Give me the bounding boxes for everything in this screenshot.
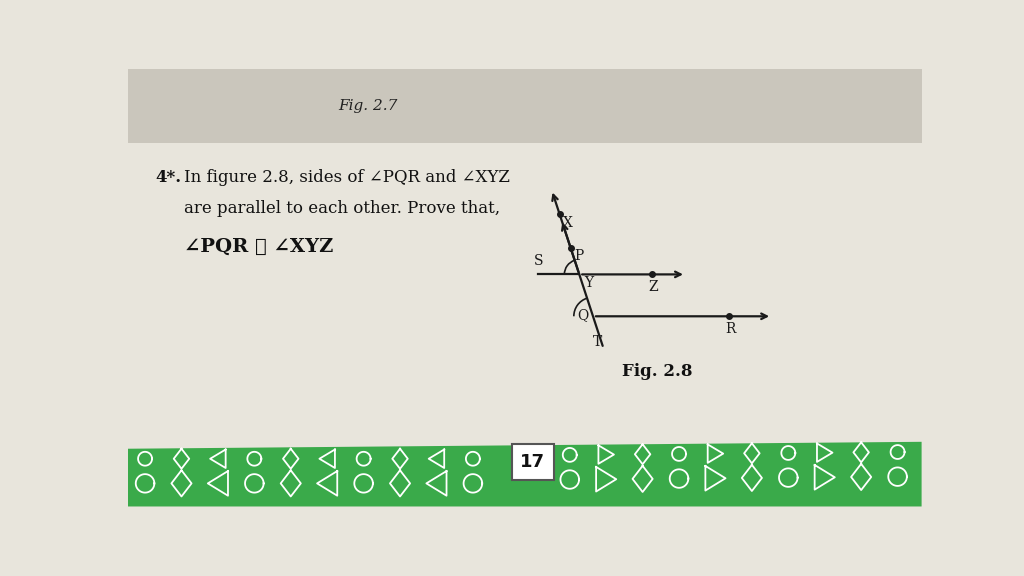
Polygon shape (128, 442, 922, 506)
Bar (512, 444, 554, 480)
Bar (128, 69, 922, 143)
Text: ∠PQR ≅ ∠XYZ: ∠PQR ≅ ∠XYZ (183, 238, 333, 256)
Text: In figure 2.8, sides of ∠PQR and ∠XYZ: In figure 2.8, sides of ∠PQR and ∠XYZ (183, 169, 510, 186)
Text: Z: Z (648, 280, 658, 294)
Text: Q: Q (578, 308, 589, 322)
Text: Y: Y (584, 276, 593, 290)
Text: T: T (593, 335, 602, 349)
Text: P: P (574, 249, 584, 263)
Text: 4*.: 4*. (155, 169, 181, 186)
Text: S: S (535, 254, 544, 268)
Text: R: R (726, 321, 736, 336)
Text: X: X (563, 215, 573, 229)
Text: Fig. 2.7: Fig. 2.7 (339, 99, 398, 113)
Text: 17: 17 (520, 453, 546, 471)
Text: Fig. 2.8: Fig. 2.8 (622, 363, 692, 380)
Text: are parallel to each other. Prove that,: are parallel to each other. Prove that, (183, 200, 500, 217)
